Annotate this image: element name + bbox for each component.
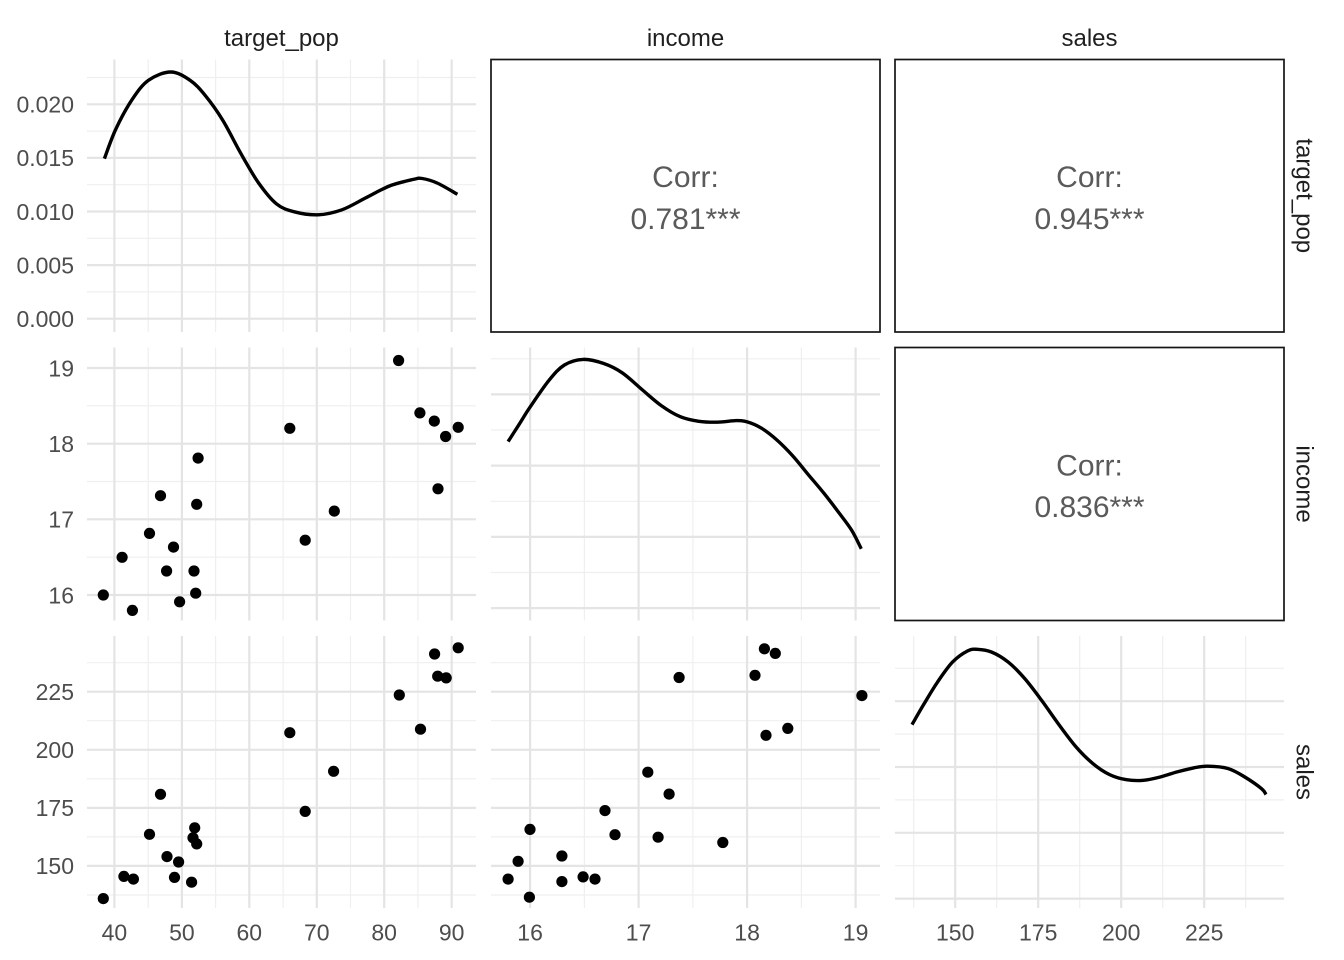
svg-text:50: 50 xyxy=(169,920,195,946)
svg-text:target_pop: target_pop xyxy=(1290,138,1317,253)
svg-text:Corr:: Corr: xyxy=(652,161,719,194)
svg-text:0.010: 0.010 xyxy=(16,199,74,225)
svg-text:18: 18 xyxy=(48,431,74,457)
svg-text:40: 40 xyxy=(102,920,128,946)
svg-text:target_pop: target_pop xyxy=(224,25,339,52)
svg-text:17: 17 xyxy=(48,507,74,533)
svg-text:0.000: 0.000 xyxy=(16,306,74,332)
svg-text:Corr:: Corr: xyxy=(1056,161,1123,194)
svg-text:60: 60 xyxy=(237,920,263,946)
svg-text:0.015: 0.015 xyxy=(16,145,74,171)
svg-text:18: 18 xyxy=(734,920,760,946)
svg-text:income: income xyxy=(647,25,724,52)
svg-text:225: 225 xyxy=(1185,920,1223,946)
svg-text:0.020: 0.020 xyxy=(16,92,74,118)
svg-text:17: 17 xyxy=(626,920,652,946)
svg-text:90: 90 xyxy=(439,920,465,946)
svg-text:200: 200 xyxy=(36,737,74,763)
svg-text:175: 175 xyxy=(1019,920,1057,946)
svg-text:70: 70 xyxy=(304,920,330,946)
svg-text:0.945***: 0.945*** xyxy=(1034,203,1144,236)
svg-text:225: 225 xyxy=(36,679,74,705)
svg-text:19: 19 xyxy=(48,355,74,381)
svg-text:sales: sales xyxy=(1061,25,1117,52)
svg-text:sales: sales xyxy=(1290,744,1317,800)
svg-text:0.005: 0.005 xyxy=(16,252,74,278)
svg-text:80: 80 xyxy=(371,920,397,946)
svg-text:Corr:: Corr: xyxy=(1056,450,1123,483)
svg-text:175: 175 xyxy=(36,795,74,821)
svg-text:200: 200 xyxy=(1102,920,1140,946)
svg-text:income: income xyxy=(1290,445,1317,522)
svg-text:150: 150 xyxy=(936,920,974,946)
svg-text:16: 16 xyxy=(517,920,543,946)
svg-text:16: 16 xyxy=(48,582,74,608)
svg-text:0.836***: 0.836*** xyxy=(1034,491,1144,524)
svg-text:0.781***: 0.781*** xyxy=(630,203,740,236)
svg-text:19: 19 xyxy=(843,920,869,946)
svg-text:150: 150 xyxy=(36,853,74,879)
